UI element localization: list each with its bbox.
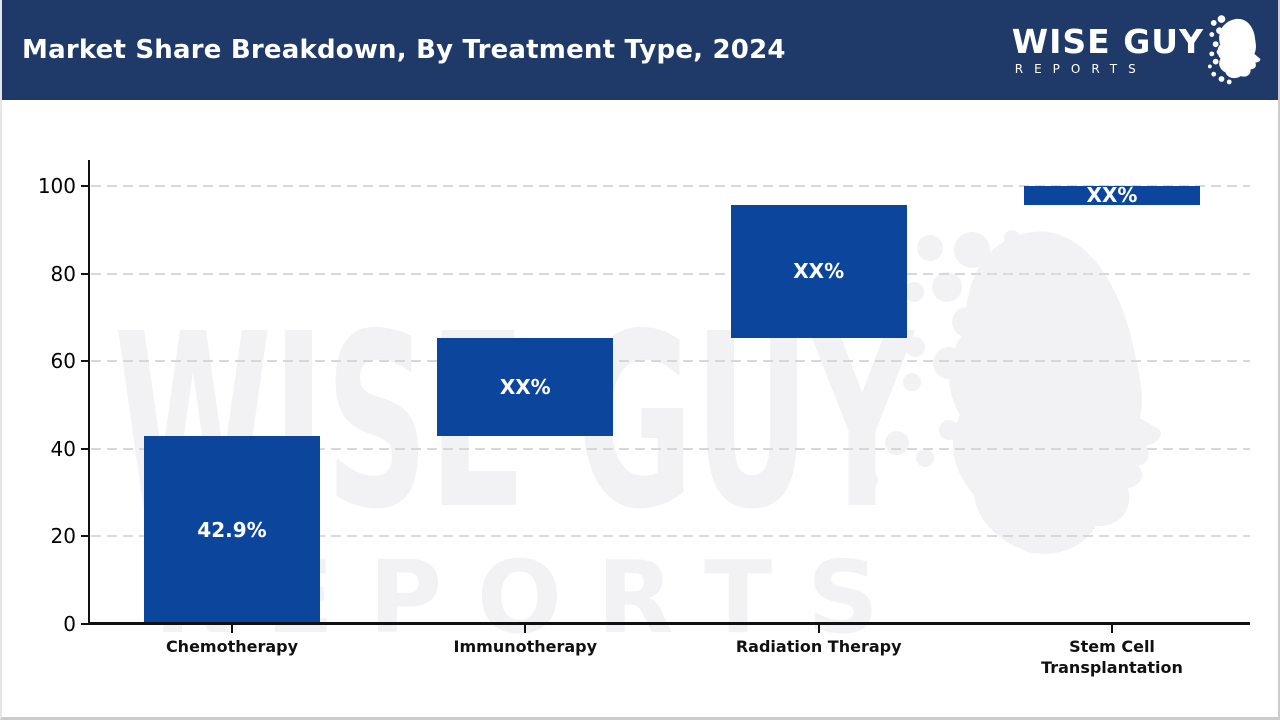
y-axis-line bbox=[88, 160, 90, 625]
bar-radiation-therapy: XX% bbox=[730, 204, 907, 338]
brand-wordmark: WISE GUY bbox=[1011, 21, 1204, 61]
bar-chemotherapy: 42.9% bbox=[144, 436, 320, 624]
x-tick-label-chemotherapy: Chemotherapy bbox=[165, 637, 299, 656]
y-tick-100 bbox=[81, 185, 89, 187]
x-tick-label-immunotherapy: Immunotherapy bbox=[453, 637, 598, 656]
x-axis-line bbox=[88, 622, 1250, 625]
bar-value-label-chemotherapy: 42.9% bbox=[197, 518, 267, 543]
bar-immunotherapy: XX% bbox=[437, 337, 614, 437]
brand-logo-text: WISE GUY REPORTS bbox=[1012, 25, 1204, 76]
brand-subtext: REPORTS bbox=[1014, 61, 1147, 76]
y-tick-label-100: 100 bbox=[37, 174, 76, 198]
bar-value-label-immunotherapy: XX% bbox=[499, 375, 551, 400]
y-tick-label-60: 60 bbox=[50, 349, 76, 374]
gridline-60 bbox=[91, 360, 1250, 363]
gridline-20 bbox=[91, 535, 1250, 538]
bar-value-label-radiation-therapy: XX% bbox=[793, 259, 845, 284]
y-tick-label-0: 0 bbox=[63, 612, 76, 636]
plot-area: WISE GUY REPORTS 02040608010042.9%XX%XX%… bbox=[2, 100, 1278, 717]
y-tick-80 bbox=[81, 272, 89, 275]
y-tick-40 bbox=[81, 447, 89, 450]
x-tick-radiation-therapy bbox=[817, 625, 820, 633]
gridline-80 bbox=[91, 272, 1250, 275]
x-tick-chemotherapy bbox=[231, 625, 233, 633]
watermark-face-profile bbox=[948, 231, 1161, 554]
y-tick-label-40: 40 bbox=[50, 436, 76, 461]
brand-logo: WISE GUY REPORTS bbox=[1012, 11, 1264, 89]
x-tick-label-stem-cell-transplantation: Stem Cell Transplantation bbox=[1041, 637, 1183, 677]
y-tick-0 bbox=[81, 623, 89, 625]
gridline-40 bbox=[91, 447, 1250, 450]
x-tick-label-radiation-therapy: Radiation Therapy bbox=[735, 637, 902, 656]
page-title: Market Share Breakdown, By Treatment Typ… bbox=[22, 35, 786, 65]
x-tick-stem-cell-transplantation bbox=[1111, 625, 1113, 633]
gridline-100 bbox=[91, 185, 1250, 187]
bar-value-label-stem-cell-transplantation: XX% bbox=[1086, 183, 1138, 208]
y-tick-60 bbox=[81, 360, 89, 363]
header-banner: Market Share Breakdown, By Treatment Typ… bbox=[2, 0, 1278, 100]
dot-face-profile-icon bbox=[1207, 15, 1261, 85]
bar-stem-cell-transplantation: XX% bbox=[1024, 183, 1200, 208]
y-tick-label-80: 80 bbox=[50, 261, 76, 286]
x-tick-immunotherapy bbox=[524, 625, 527, 633]
y-tick-20 bbox=[81, 535, 89, 538]
y-tick-label-20: 20 bbox=[50, 524, 76, 549]
